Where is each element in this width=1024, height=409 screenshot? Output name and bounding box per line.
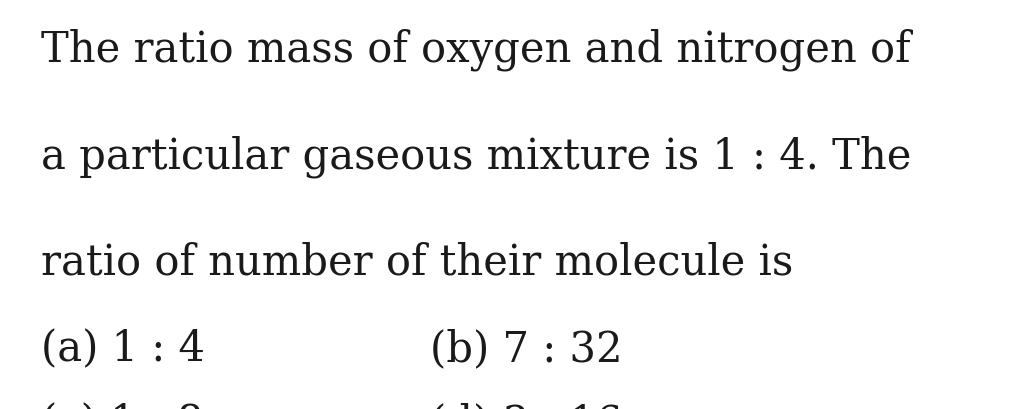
Text: (d) 3 : 16: (d) 3 : 16: [430, 401, 623, 409]
Text: a particular gaseous mixture is 1 : 4. The: a particular gaseous mixture is 1 : 4. T…: [41, 135, 911, 178]
Text: (a) 1 : 4: (a) 1 : 4: [41, 327, 205, 369]
Text: The ratio mass of oxygen and nitrogen of: The ratio mass of oxygen and nitrogen of: [41, 29, 910, 71]
Text: ratio of number of their molecule is: ratio of number of their molecule is: [41, 241, 794, 283]
Text: (c) 1 : 8: (c) 1 : 8: [41, 401, 204, 409]
Text: (b) 7 : 32: (b) 7 : 32: [430, 327, 623, 369]
